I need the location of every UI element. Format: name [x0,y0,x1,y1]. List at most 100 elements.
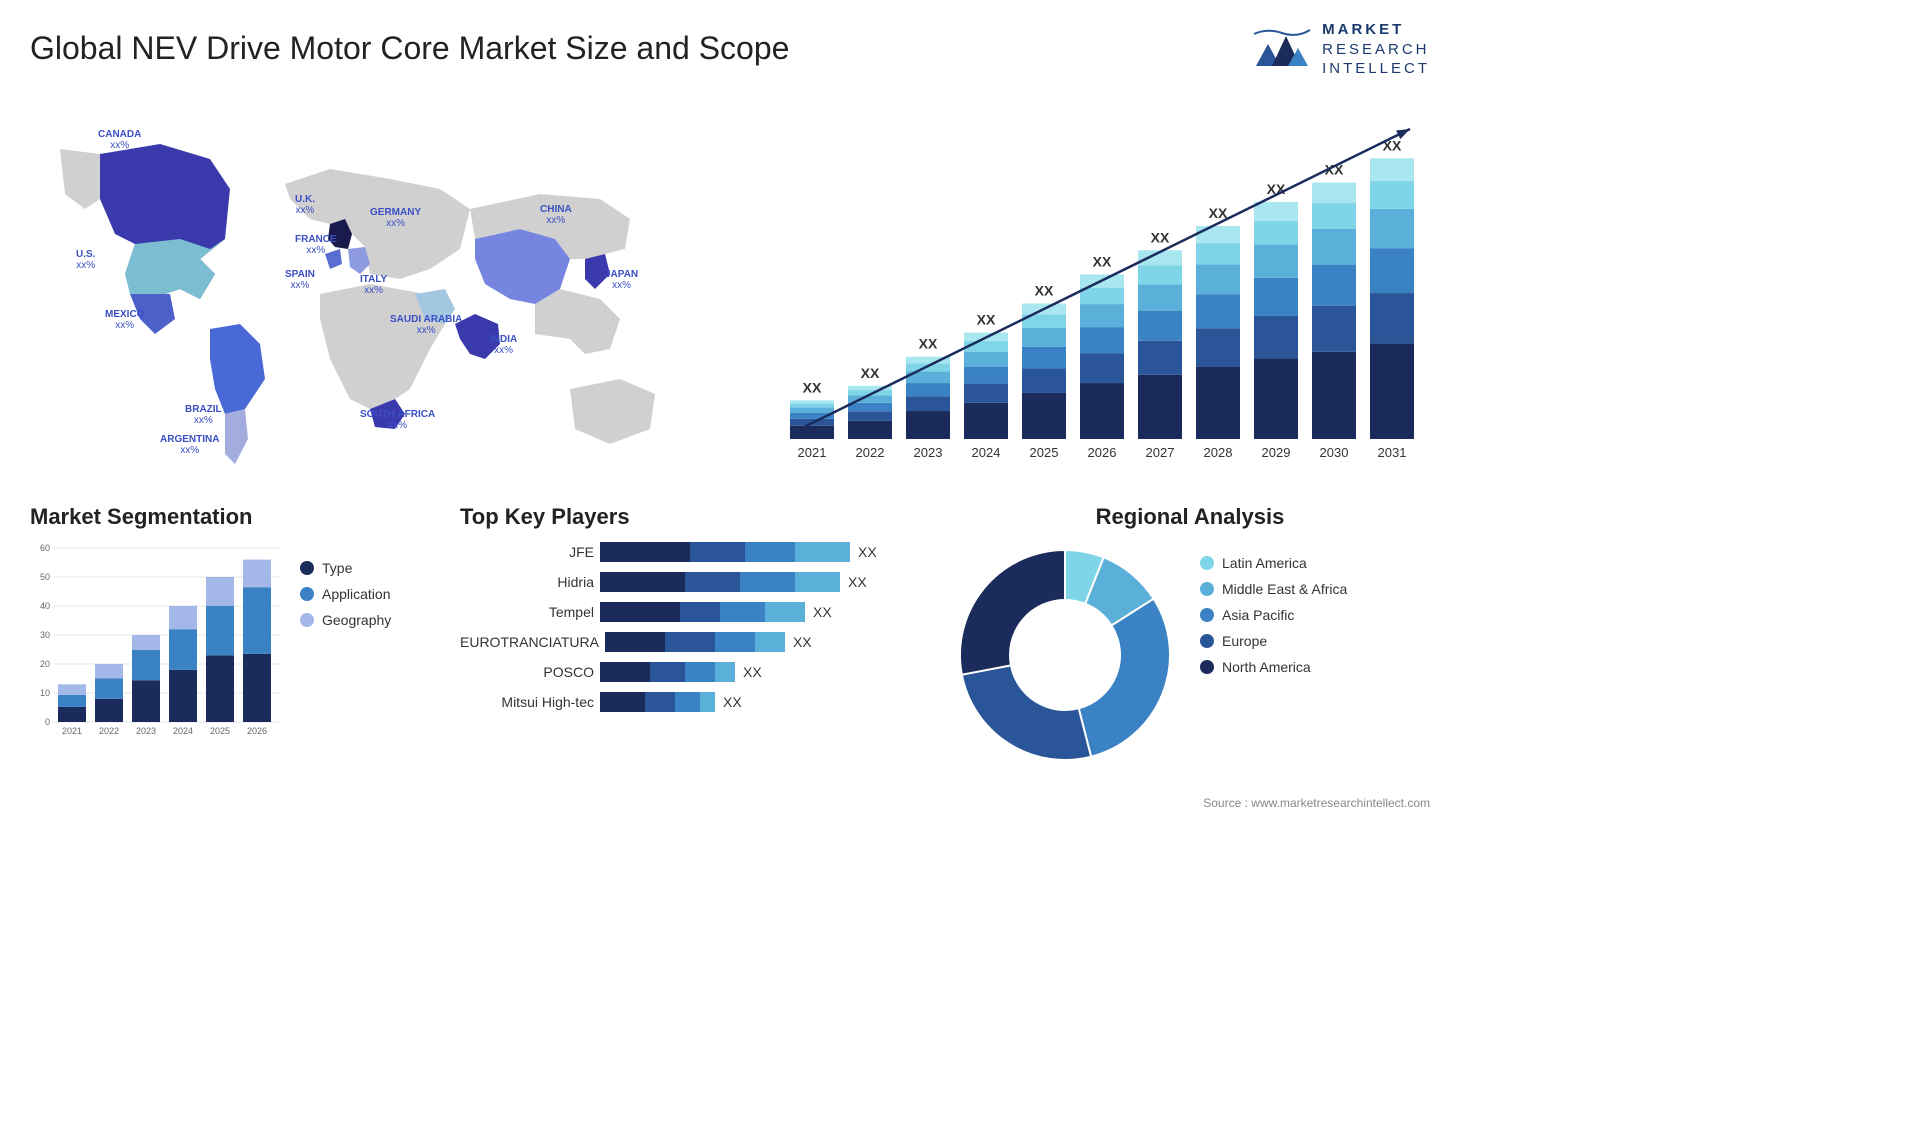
svg-text:2025: 2025 [210,726,230,736]
player-bar [600,692,715,712]
player-bar-seg [685,572,740,592]
svg-text:2023: 2023 [136,726,156,736]
svg-text:XX: XX [1035,282,1054,298]
map-label: CANADAxx% [98,129,141,151]
player-bar-seg [700,692,715,712]
legend-item: Middle East & Africa [1200,581,1347,597]
player-value: XX [723,694,742,710]
svg-text:2022: 2022 [856,445,885,460]
legend-item: Asia Pacific [1200,607,1347,623]
segmentation-legend: Type Application Geography [300,540,391,740]
legend-dot-icon [300,613,314,627]
legend-label: Latin America [1222,555,1307,571]
svg-text:60: 60 [40,543,50,553]
player-bar-seg [600,542,690,562]
player-row: TempelXX [460,600,920,624]
svg-text:50: 50 [40,572,50,582]
forecast-svg: XX2021XX2022XX2023XX2024XX2025XX2026XX20… [770,99,1430,479]
player-bar-seg [600,662,650,682]
player-bar [600,602,805,622]
legend-dot-icon [1200,556,1214,570]
player-bar-seg [605,632,665,652]
legend-dot-icon [1200,582,1214,596]
legend-label: North America [1222,659,1311,675]
svg-text:2026: 2026 [1088,445,1117,460]
segmentation-title: Market Segmentation [30,504,430,530]
legend-dot-icon [300,587,314,601]
legend-dot-icon [1200,608,1214,622]
svg-text:2021: 2021 [62,726,82,736]
player-row: JFEXX [460,540,920,564]
legend-label: Geography [322,612,391,628]
map-label: SOUTH AFRICAxx% [360,409,435,431]
map-label: ITALYxx% [360,274,387,296]
player-bar-seg [685,662,715,682]
logo-icon [1252,24,1312,74]
player-bar-seg [680,602,720,622]
regional-title: Regional Analysis [950,504,1430,530]
segmentation-panel: Market Segmentation 01020304050602021202… [30,504,430,770]
map-label: MEXICOxx% [105,309,144,331]
player-bar [605,632,785,652]
legend-item: Type [300,560,391,576]
page-title: Global NEV Drive Motor Core Market Size … [30,20,789,67]
svg-text:2021: 2021 [798,445,827,460]
svg-text:2028: 2028 [1204,445,1233,460]
svg-text:2027: 2027 [1146,445,1175,460]
player-value: XX [743,664,762,680]
players-body: JFEXXHidriaXXTempelXXEUROTRANCIATURAXXPO… [460,540,920,714]
player-name: POSCO [460,664,600,680]
legend-label: Middle East & Africa [1222,581,1347,597]
player-bar-seg [600,602,680,622]
legend-dot-icon [300,561,314,575]
player-value: XX [848,574,867,590]
player-bar-seg [675,692,700,712]
svg-text:XX: XX [1093,253,1112,269]
legend-item: Application [300,586,391,602]
legend-item: Geography [300,612,391,628]
svg-text:2024: 2024 [173,726,193,736]
svg-text:2025: 2025 [1030,445,1059,460]
player-bar-seg [690,542,745,562]
legend-item: Latin America [1200,555,1347,571]
player-bar-seg [795,542,850,562]
legend-label: Europe [1222,633,1267,649]
player-bar [600,542,850,562]
map-label: GERMANYxx% [370,207,421,229]
map-label: JAPANxx% [605,269,638,291]
svg-text:2023: 2023 [914,445,943,460]
player-value: XX [793,634,812,650]
map-label: U.S.xx% [76,249,95,271]
player-bar-seg [715,662,735,682]
svg-text:2024: 2024 [972,445,1001,460]
regional-panel: Regional Analysis Latin America Middle Ea… [950,504,1430,770]
player-name: JFE [460,544,600,560]
world-map: CANADAxx%U.S.xx%MEXICOxx%BRAZILxx%ARGENT… [30,99,730,479]
map-label: FRANCExx% [295,234,337,256]
player-bar-seg [665,632,715,652]
map-label: U.K.xx% [295,194,315,216]
map-label: CHINAxx% [540,204,572,226]
player-bar [600,572,840,592]
svg-text:2031: 2031 [1378,445,1407,460]
svg-text:0: 0 [45,717,50,727]
players-title: Top Key Players [460,504,920,530]
player-bar-seg [745,542,795,562]
legend-dot-icon [1200,660,1214,674]
player-name: Mitsui High-tec [460,694,600,710]
svg-text:2029: 2029 [1262,445,1291,460]
logo-line1: MARKET [1322,20,1430,40]
legend-item: Europe [1200,633,1347,649]
player-bar-seg [755,632,785,652]
legend-dot-icon [1200,634,1214,648]
legend-label: Asia Pacific [1222,607,1294,623]
player-bar-seg [600,572,685,592]
svg-text:XX: XX [861,364,880,380]
donut-svg [950,540,1180,770]
svg-text:XX: XX [977,311,996,327]
svg-text:XX: XX [919,335,938,351]
player-name: EUROTRANCIATURA [460,634,605,650]
regional-legend: Latin America Middle East & Africa Asia Pa… [1200,540,1347,770]
player-row: Mitsui High-tec XX [460,690,920,714]
player-bar-seg [765,602,805,622]
